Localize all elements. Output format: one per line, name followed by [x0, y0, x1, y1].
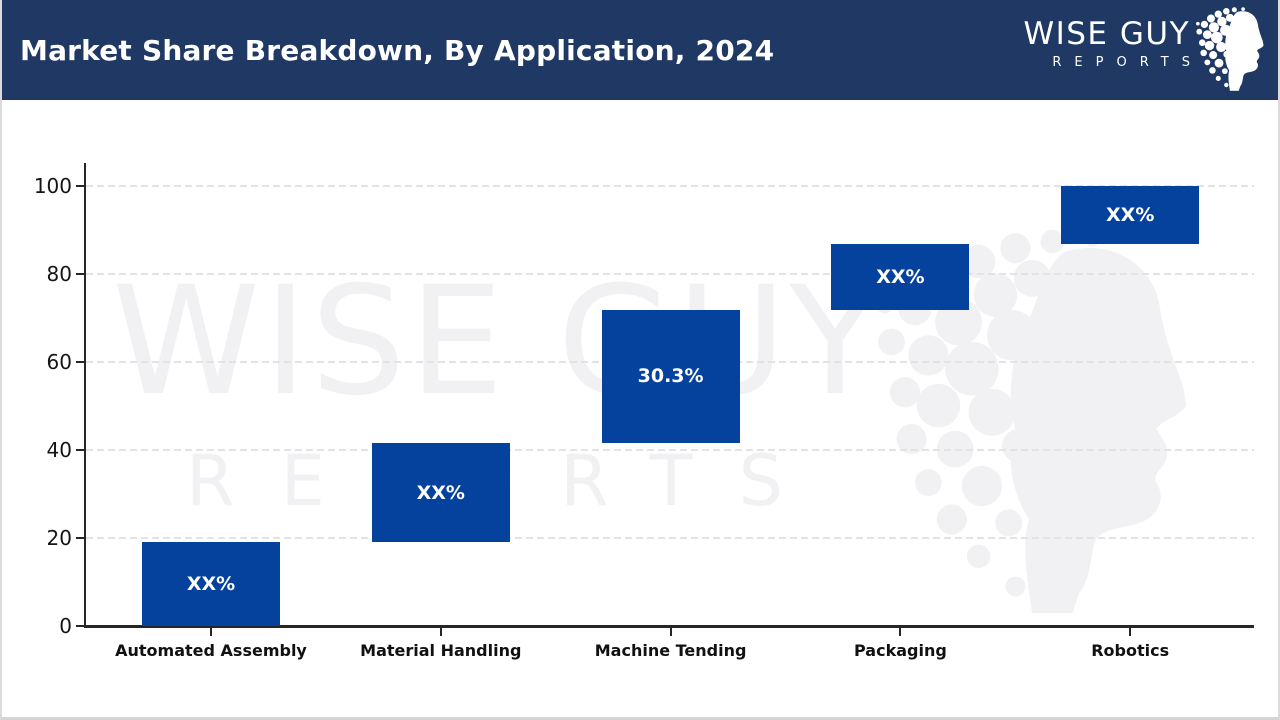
x-tick-label: Machine Tending [594, 641, 747, 660]
head-dots-icon [1192, 6, 1265, 91]
y-axis-line [84, 163, 86, 627]
bar-Material Handling [371, 442, 510, 543]
x-axis-tick [899, 628, 902, 636]
y-tick-label: 20 [46, 526, 72, 550]
y-tick-label: 60 [46, 350, 72, 374]
gridline-y-80 [86, 273, 1254, 275]
bar-Automated Assembly [142, 542, 280, 626]
bar-value-label: XX% [876, 265, 925, 288]
x-axis-line [84, 625, 1254, 628]
y-tick-label: 80 [46, 262, 72, 286]
bar-value-label: XX% [1106, 203, 1155, 226]
y-tick-label: 100 [33, 174, 72, 198]
brand-name: WISE GUY [1023, 16, 1190, 52]
bar-value-label: XX% [186, 573, 236, 596]
x-axis-tick [1129, 628, 1132, 636]
brand-tagline: REPORTS [1052, 55, 1203, 70]
brand-logo: WISE GUY REPORTS [1015, 0, 1265, 100]
x-axis-tick [669, 628, 672, 636]
y-tick-label: 40 [46, 438, 72, 462]
x-tick-label: Automated Assembly [115, 641, 307, 660]
gridline-y-20 [86, 537, 1254, 539]
y-tick-label: 0 [59, 614, 72, 638]
x-axis-tick [210, 628, 212, 636]
brand-logo-text: WISE GUY REPORTS [1023, 16, 1190, 71]
y-axis-tick [76, 273, 84, 275]
x-tick-label: Material Handling [360, 641, 522, 660]
bar-Machine Tending [601, 309, 740, 443]
y-axis-tick [76, 537, 84, 539]
y-axis-tick [76, 185, 84, 187]
gridline-y-100 [86, 185, 1254, 187]
x-tick-label: Robotics [1091, 641, 1170, 660]
y-axis-tick [76, 449, 84, 451]
gridline-y-40 [86, 449, 1254, 451]
page-title: Market Share Breakdown, By Application, … [20, 34, 775, 67]
y-axis-tick [76, 625, 84, 627]
header: Market Share Breakdown, By Application, … [0, 0, 1280, 100]
bar-value-label: XX% [416, 481, 465, 504]
x-tick-label: Packaging [853, 641, 947, 660]
y-axis-tick [76, 361, 84, 363]
bar-value-label: 30.3% [637, 365, 704, 388]
x-axis-tick [439, 628, 442, 636]
